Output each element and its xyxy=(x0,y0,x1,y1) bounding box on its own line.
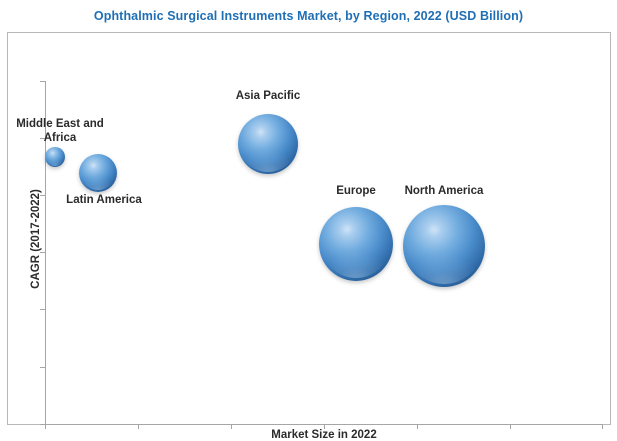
plot-frame: CAGR (2017-2022) Market Size in 2022 Mid… xyxy=(7,32,611,441)
y-axis-tick xyxy=(40,424,45,425)
bubble-middle-east-and-africa[interactable] xyxy=(45,147,65,167)
y-axis-tick xyxy=(40,252,45,253)
x-axis-tick xyxy=(324,424,325,429)
y-axis-line xyxy=(45,81,46,425)
x-axis-tick xyxy=(510,424,511,429)
chart-title: Ophthalmic Surgical Instruments Market, … xyxy=(93,9,524,23)
bubble-north-america[interactable] xyxy=(403,205,485,287)
bubble-latin-america[interactable] xyxy=(79,154,117,192)
x-axis-title: Market Size in 2022 xyxy=(271,429,377,441)
y-axis-tick xyxy=(40,195,45,196)
bubble-label-asia-pacific: Asia Pacific xyxy=(235,90,301,102)
bubble-label-middle-east-and-africa: Middle East and Africa xyxy=(16,118,104,144)
bubble-label-north-america: North America xyxy=(404,185,484,197)
x-axis-tick xyxy=(45,424,46,429)
x-axis-tick xyxy=(417,424,418,429)
y-axis-tick xyxy=(40,309,45,310)
bubble-label-latin-america: Latin America xyxy=(66,194,142,206)
y-axis-tick xyxy=(40,81,45,82)
bubble-asia-pacific[interactable] xyxy=(238,114,298,174)
y-axis-tick xyxy=(40,367,45,368)
x-axis-tick xyxy=(138,424,139,429)
x-axis-tick xyxy=(231,424,232,429)
y-axis-title: CAGR (2017-2022) xyxy=(30,189,42,289)
y-axis-tick xyxy=(40,138,45,139)
x-axis-tick xyxy=(602,424,603,429)
bubble-europe[interactable] xyxy=(319,207,393,281)
bubble-label-europe: Europe xyxy=(336,185,376,197)
